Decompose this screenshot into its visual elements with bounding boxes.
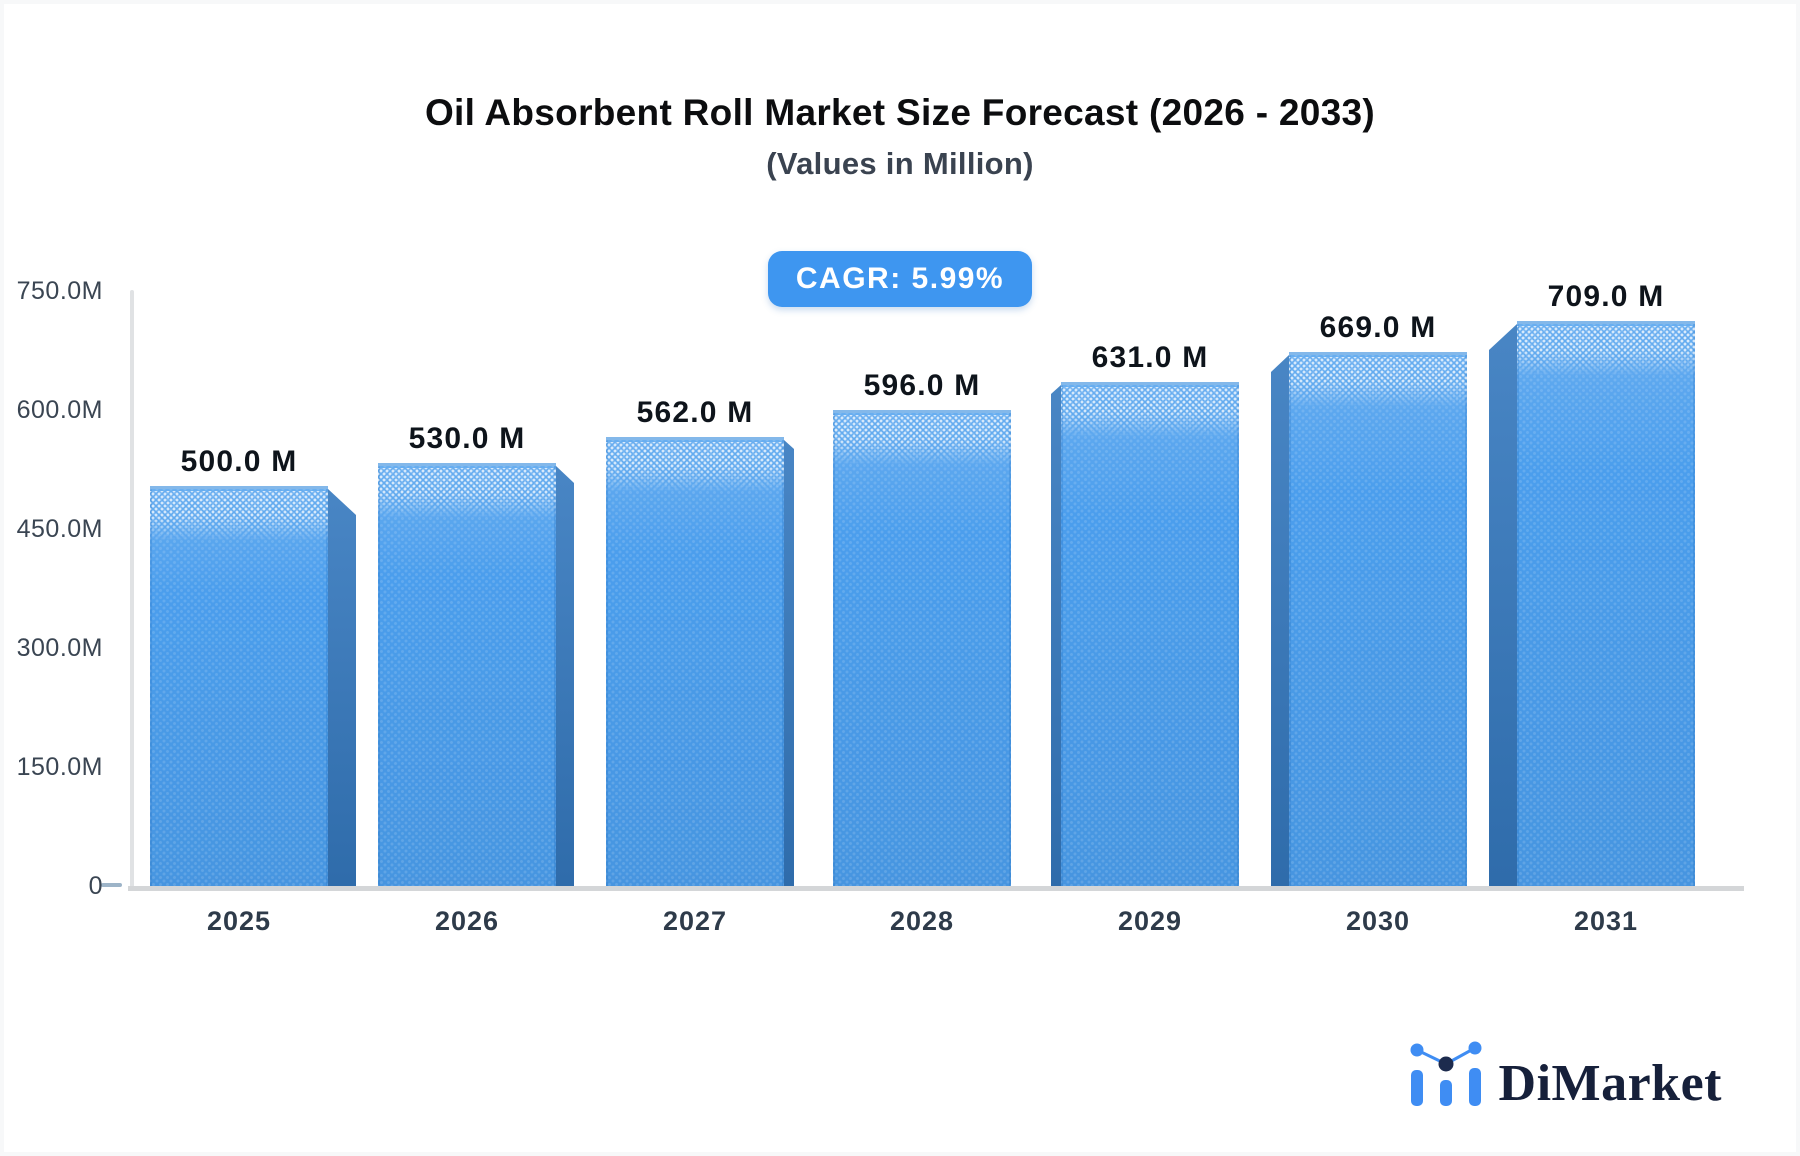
bar-value-label: 631.0 M <box>1091 341 1209 374</box>
bar-texture <box>1517 324 1695 886</box>
bar-top-texture <box>606 442 784 492</box>
zero-tick-mark <box>101 883 122 887</box>
x-axis-label-2028: 2028 <box>889 906 955 936</box>
bar-chart-logo-icon <box>1410 1041 1482 1106</box>
bar-value-label: 596.0 M <box>863 369 981 402</box>
cagr-badge: CAGR: 5.99% <box>767 251 1033 307</box>
x-axis-label-2030: 2030 <box>1345 906 1411 936</box>
y-axis-labels: 0 150.0M 300.0M 450.0M 600.0M 750.0M <box>0 0 103 1156</box>
x-axis-label-2025: 2025 <box>206 906 272 936</box>
bar-2028 <box>833 410 1011 886</box>
bar-side-face <box>1489 324 1517 886</box>
y-axis-line <box>130 290 134 890</box>
bar-value-label: 500.0 M <box>180 445 298 478</box>
bar-top-texture <box>1517 326 1695 376</box>
bar-side-face <box>556 466 574 886</box>
y-axis-tick-label: 300.0M <box>16 634 103 662</box>
bar-2025 <box>150 486 328 886</box>
x-axis-labels: 2025 2026 2027 2028 2029 2030 2031 <box>133 906 1747 950</box>
x-axis-label-2029: 2029 <box>1117 906 1183 936</box>
bar-side-face <box>1051 385 1061 886</box>
bar-2026 <box>378 463 556 886</box>
bar-texture <box>1289 355 1467 886</box>
bar-texture <box>150 489 328 886</box>
bar-side-face <box>328 489 356 886</box>
bar-texture <box>1061 385 1239 886</box>
bar-top-texture <box>378 468 556 518</box>
y-axis-tick-label: 150.0M <box>16 753 103 781</box>
brand-logo: DiMarket <box>1409 1040 1722 1113</box>
y-axis-tick-label: 600.0M <box>16 396 103 424</box>
bar-side-face <box>1271 355 1289 886</box>
x-axis-label-2026: 2026 <box>434 906 500 936</box>
bar-texture <box>606 440 784 886</box>
bar-side-face <box>784 440 794 886</box>
bar-top-texture <box>833 415 1011 465</box>
chart-title: Oil Absorbent Roll Market Size Forecast … <box>424 92 1376 133</box>
bar-value-label: 669.0 M <box>1319 311 1437 344</box>
bar-value-label: 562.0 M <box>636 396 754 429</box>
bar-top-texture <box>150 491 328 541</box>
brand-name: DiMarket <box>1498 1055 1722 1113</box>
y-axis-tick-label: 450.0M <box>16 515 103 543</box>
plot-area: 500.0 M 530.0 M 562.0 M 596.0 M 631.0 M 669.0… <box>133 280 1773 886</box>
bar-texture <box>833 413 1011 886</box>
x-axis-label-2031: 2031 <box>1573 906 1639 936</box>
y-axis-tick-label: 0 <box>88 872 103 900</box>
bar-top-texture <box>1061 387 1239 437</box>
bar-2027 <box>606 437 784 886</box>
bar-2030 <box>1289 352 1467 886</box>
x-axis-label-2027: 2027 <box>662 906 728 936</box>
bar-2029 <box>1061 382 1239 886</box>
bar-2031 <box>1517 321 1695 886</box>
bar-value-label: 709.0 M <box>1547 280 1665 313</box>
bar-value-label: 530.0 M <box>408 422 526 455</box>
y-axis-tick-label: 750.0M <box>16 277 103 305</box>
bar-texture <box>378 466 556 886</box>
chart-subtitle: (Values in Million) <box>766 146 1034 181</box>
bar-top-texture <box>1289 357 1467 407</box>
x-axis-line <box>128 886 1744 891</box>
